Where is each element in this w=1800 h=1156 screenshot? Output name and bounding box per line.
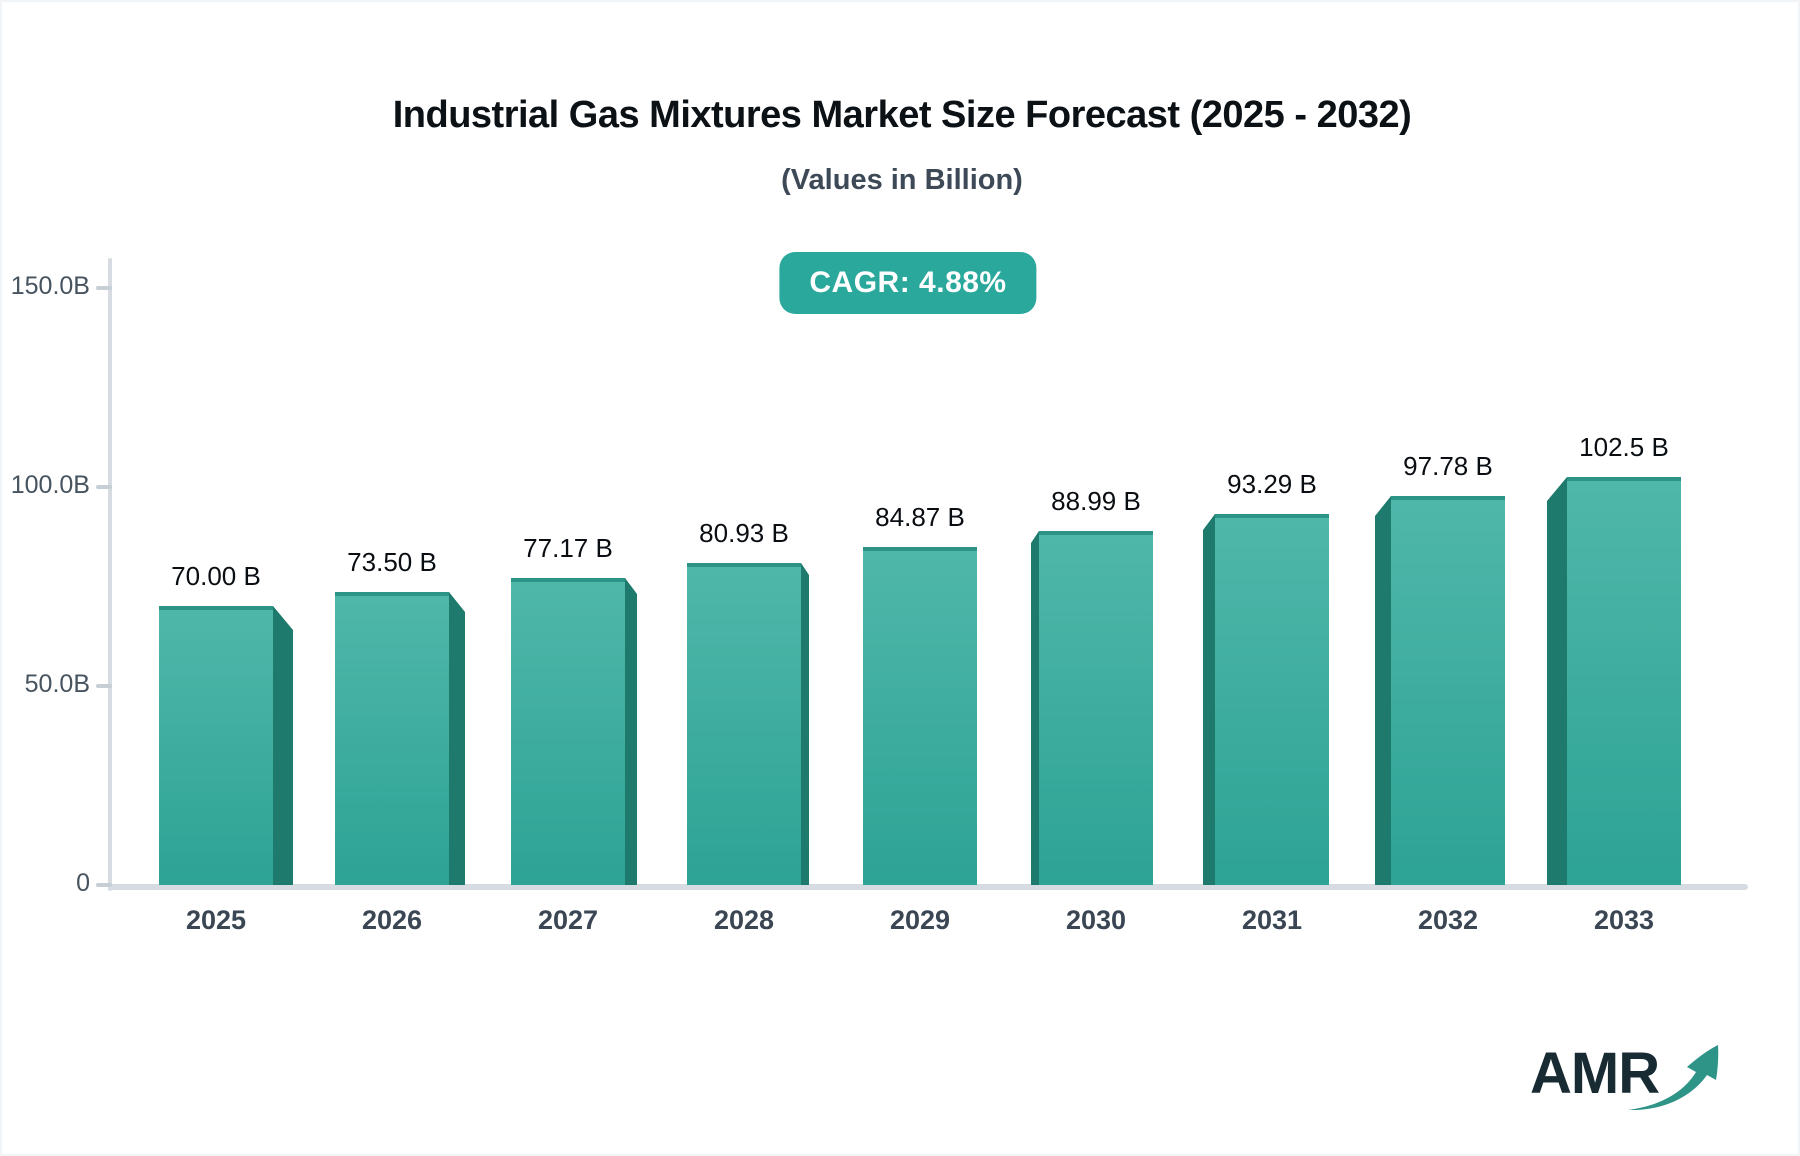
x-tick-label-2028: 2028	[713, 905, 775, 935]
bar-2031-side-face	[1203, 514, 1215, 885]
x-tick-label-2029: 2029	[889, 905, 951, 935]
x-tick-label-2032: 2032	[1417, 905, 1479, 935]
bar-2029[interactable]	[863, 547, 977, 885]
bar-2031[interactable]	[1215, 514, 1329, 885]
bar-2032[interactable]	[1391, 496, 1505, 885]
cagr-badge: CAGR: 4.88%	[779, 252, 1037, 314]
bar-value-label: 97.78 B	[1403, 451, 1493, 481]
growth-arrow-icon	[1628, 1045, 1719, 1111]
y-tick-dash-icon	[96, 485, 112, 489]
bar-2033[interactable]	[1567, 477, 1681, 885]
x-tick-label-2027: 2027	[537, 905, 599, 935]
bar-2026-side-face	[449, 592, 465, 885]
bar-2028-side-face	[801, 563, 809, 885]
x-tick-label-2026: 2026	[361, 905, 423, 935]
y-tick-label: 50.0B	[24, 670, 90, 698]
bar-value-label: 84.87 B	[875, 502, 965, 532]
x-axis-line	[108, 884, 1748, 890]
bar-2028[interactable]	[687, 563, 801, 885]
bar-2030-side-face	[1031, 531, 1039, 885]
bar-2030[interactable]	[1039, 531, 1153, 885]
bar-2025-side-face	[273, 606, 293, 885]
bar-value-label: 88.99 B	[1051, 486, 1141, 516]
y-axis-line	[108, 258, 112, 891]
bar-value-label: 80.93 B	[699, 518, 789, 548]
bar-2027[interactable]	[511, 578, 625, 885]
x-tick-label-2025: 2025	[185, 905, 247, 935]
y-tick-dash-icon	[96, 684, 112, 688]
y-tick-dash-icon	[96, 883, 112, 887]
bar-value-label: 93.29 B	[1227, 469, 1317, 499]
amr-logo-text: AMR	[1530, 1041, 1660, 1106]
y-tick-label: 150.0B	[10, 272, 90, 300]
bar-value-label: 102.5 B	[1579, 432, 1669, 462]
x-tick-label-2031: 2031	[1241, 905, 1303, 935]
chart-title: Industrial Gas Mixtures Market Size Fore…	[392, 94, 1412, 136]
bar-2025[interactable]	[159, 606, 273, 885]
bar-2027-side-face	[625, 578, 637, 885]
y-tick-dash-icon	[96, 286, 112, 290]
bar-2032-side-face	[1375, 496, 1391, 885]
chart-subtitle: (Values in Billion)	[781, 164, 1023, 196]
bar-value-label: 70.00 B	[171, 561, 261, 591]
bar-2033-side-face	[1547, 477, 1567, 885]
amr-logo: AMR	[1530, 1032, 1730, 1122]
y-tick-label: 100.0B	[10, 471, 90, 499]
bar-2026[interactable]	[335, 592, 449, 885]
x-tick-label-2033: 2033	[1593, 905, 1655, 935]
y-tick-label: 0	[76, 869, 90, 897]
bar-value-label: 77.17 B	[523, 533, 613, 563]
bar-value-label: 73.50 B	[347, 547, 437, 577]
x-tick-label-2030: 2030	[1065, 905, 1127, 935]
